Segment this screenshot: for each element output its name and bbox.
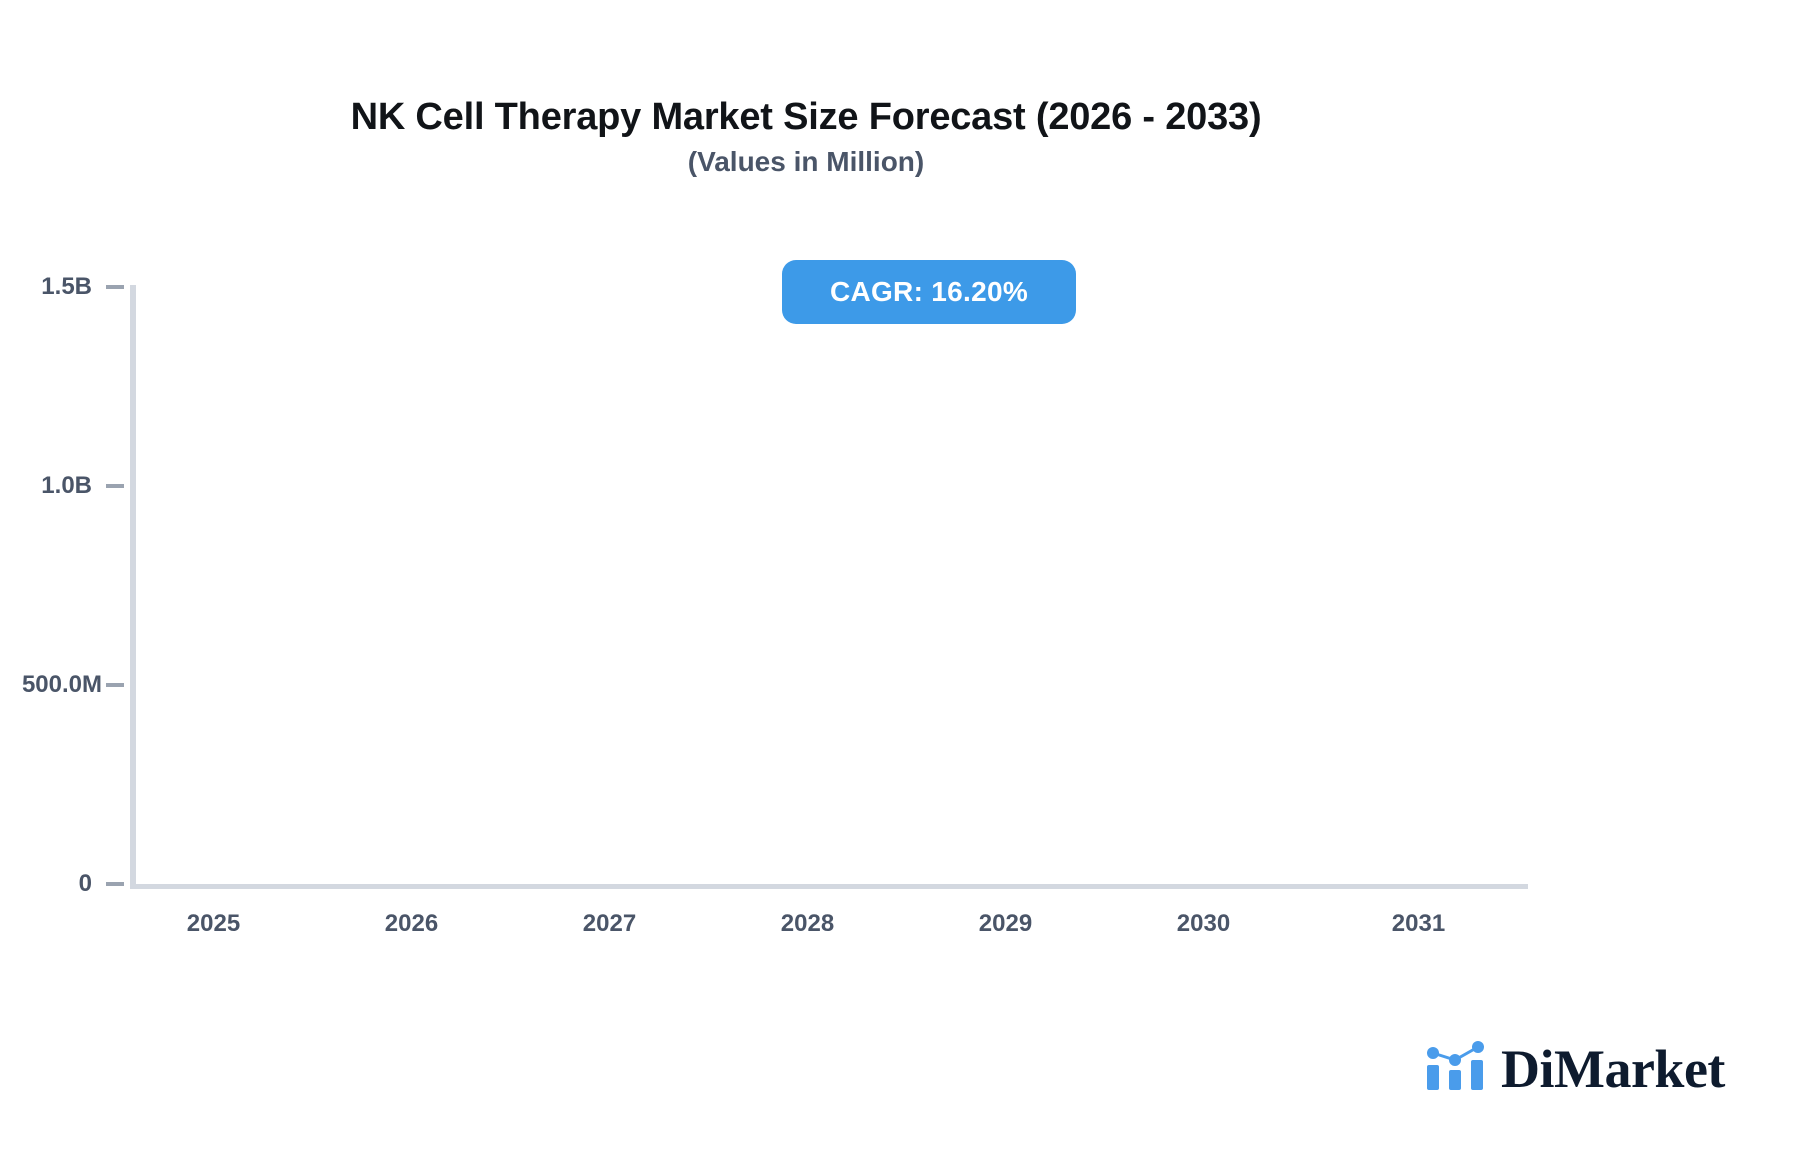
x-axis-line <box>130 884 1528 889</box>
x-tick-label: 2026 <box>384 910 439 937</box>
y-tick-label: 1.5B <box>41 273 92 300</box>
y-tick-label: 500.0M <box>21 671 102 698</box>
page-title: NK Cell Therapy Market Size Forecast (20… <box>350 96 1262 138</box>
y-tick-mark <box>106 285 124 289</box>
cagr-badge: CAGR: 16.20% <box>782 260 1076 324</box>
x-tick-label: 2028 <box>780 910 835 937</box>
x-tick-label: 2031 <box>1391 910 1446 937</box>
x-tick-label: 2030 <box>1176 910 1231 937</box>
x-tick-label: 2027 <box>582 910 637 937</box>
y-tick-mark <box>106 882 124 886</box>
y-tick-label: 0 <box>78 870 92 897</box>
y-tick-mark <box>106 683 124 687</box>
y-axis-line <box>130 285 136 887</box>
chart-subtitle: (Values in Million) <box>687 146 925 177</box>
x-tick-label: 2025 <box>186 910 241 937</box>
y-tick-label: 1.0B <box>41 472 92 499</box>
bar-chart-trend-icon <box>1425 1040 1487 1097</box>
y-tick-mark <box>106 484 124 488</box>
x-tick-label: 2029 <box>978 910 1033 937</box>
dimarket-logo: DiMarket <box>1425 1040 1725 1097</box>
logo-wordmark: DiMarket <box>1501 1038 1725 1099</box>
